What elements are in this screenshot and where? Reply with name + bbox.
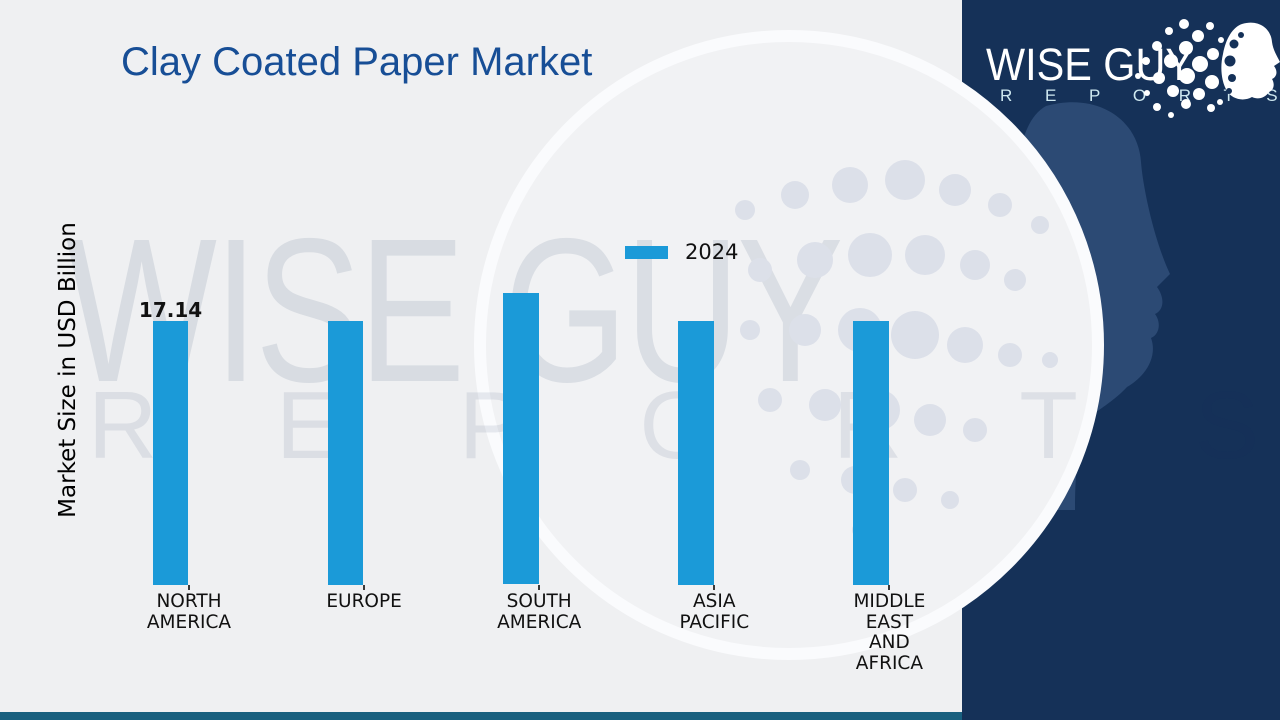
brand-subtext: R E P O R T S [1000,86,1280,105]
x-axis-tick [888,584,891,590]
y-axis-label: Market Size in USD Billion [55,222,81,518]
category-label: ASIA PACIFIC [679,591,750,633]
x-axis-tick [713,584,716,590]
watermark-wordmark: WISE GUY [66,196,844,425]
legend-swatch [625,246,668,259]
bar-north-america [152,321,189,585]
category-label: SOUTH AMERICA [497,591,582,633]
x-axis-tick [538,584,541,590]
legend-label: 2024 [685,240,739,264]
bottom-accent-bar [0,712,962,720]
page-title: Clay Coated Paper Market [121,40,593,84]
watermark-subtext: R E P O R T S [88,372,1280,479]
bar-asia-pacific [678,321,714,585]
brand-face-logo-icon [1135,19,1280,118]
chart-legend: 2024 [625,240,738,264]
bar-value-label: 17.14 [138,298,203,322]
x-axis-tick [363,584,366,590]
x-axis-tick [188,584,190,590]
bar-europe [327,321,364,585]
category-label: MIDDLE EAST AND AFRICA [853,591,926,674]
category-label: EUROPE [326,591,402,612]
bar-south-america [503,292,539,585]
bar-middle-east-and-africa [853,321,889,585]
category-label: NORTH AMERICA [146,591,232,633]
